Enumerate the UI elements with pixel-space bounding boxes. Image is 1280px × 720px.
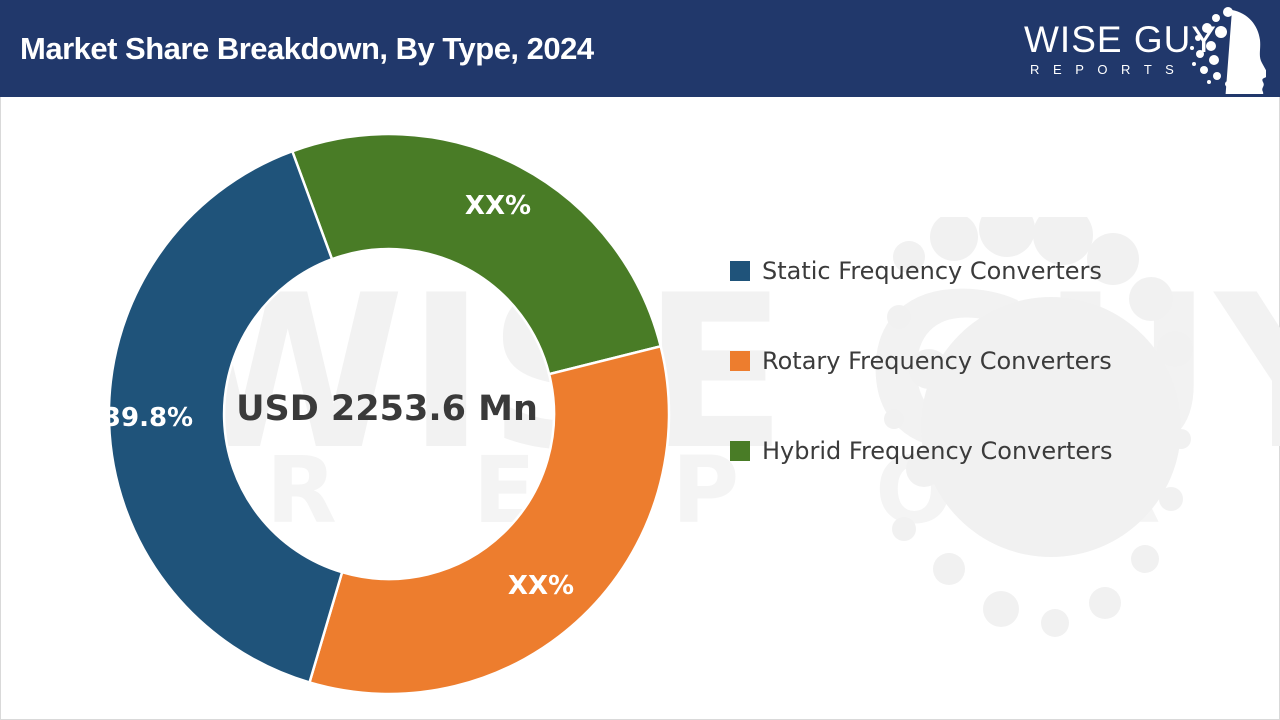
legend-label-hybrid: Hybrid Frequency Converters: [762, 437, 1113, 465]
legend-swatch-rotary-icon: [730, 351, 750, 371]
center-value-label: USD 2253.6 Mn: [236, 389, 538, 429]
legend-item-static: Static Frequency Converters: [730, 257, 1113, 285]
legend-item-hybrid: Hybrid Frequency Converters: [730, 437, 1113, 465]
logo-text-line2: R E P O R T S: [1030, 62, 1179, 77]
logo-face-icon: [1190, 6, 1266, 94]
legend-label-rotary: Rotary Frequency Converters: [762, 347, 1112, 375]
wise-guy-reports-logo: WISE GUY R E P O R T S: [1024, 6, 1266, 94]
legend: Static Frequency Converters Rotary Frequ…: [730, 257, 1113, 528]
slice-rotary-frequency-converters: [307, 344, 671, 696]
slice-label-rotary: XX%: [508, 571, 574, 601]
legend-label-static: Static Frequency Converters: [762, 257, 1102, 285]
slice-label-static: 39.8%: [103, 403, 193, 433]
logo-text-line1: WISE GUY: [1024, 19, 1217, 60]
legend-swatch-static-icon: [730, 261, 750, 281]
slice-hybrid-frequency-converters: [290, 132, 663, 376]
donut-chart: 39.8% XX% XX% USD 2253.6 Mn: [103, 132, 671, 696]
page-title: Market Share Breakdown, By Type, 2024: [20, 30, 594, 66]
legend-swatch-hybrid-icon: [730, 441, 750, 461]
watermark-face-icon: [884, 217, 1193, 637]
header-bar: Market Share Breakdown, By Type, 2024 WI…: [0, 0, 1280, 97]
slice-static-frequency-converters: [107, 149, 344, 685]
chart-area: WISE GUY R E P O R T S: [0, 97, 1280, 720]
slice-label-hybrid: XX%: [465, 191, 531, 221]
legend-item-rotary: Rotary Frequency Converters: [730, 347, 1113, 375]
